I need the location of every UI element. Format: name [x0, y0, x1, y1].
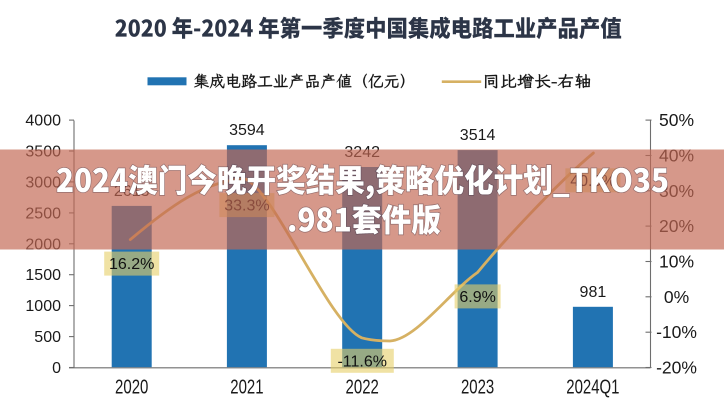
- svg-text:-11.6%: -11.6%: [337, 353, 387, 370]
- svg-text:3594: 3594: [229, 122, 265, 139]
- svg-text:50%: 50%: [659, 110, 694, 130]
- svg-text:2022: 2022: [346, 375, 379, 398]
- svg-text:1500: 1500: [25, 267, 61, 284]
- svg-text:981: 981: [580, 284, 607, 301]
- svg-text:2023: 2023: [461, 375, 494, 398]
- svg-text:2020: 2020: [115, 375, 148, 398]
- svg-text:16.2%: 16.2%: [109, 256, 154, 273]
- svg-text:-10%: -10%: [656, 322, 697, 342]
- svg-text:3514: 3514: [460, 127, 496, 144]
- svg-text:2024Q1: 2024Q1: [566, 375, 619, 398]
- svg-text:0%: 0%: [664, 287, 689, 307]
- svg-text:-20%: -20%: [656, 358, 697, 378]
- svg-text:6.9%: 6.9%: [459, 289, 495, 306]
- svg-text:10%: 10%: [659, 252, 694, 272]
- svg-text:0: 0: [52, 360, 61, 377]
- svg-text:2021: 2021: [230, 375, 263, 398]
- svg-text:4000: 4000: [25, 113, 61, 130]
- svg-text:1000: 1000: [25, 298, 61, 315]
- svg-text:500: 500: [34, 329, 61, 346]
